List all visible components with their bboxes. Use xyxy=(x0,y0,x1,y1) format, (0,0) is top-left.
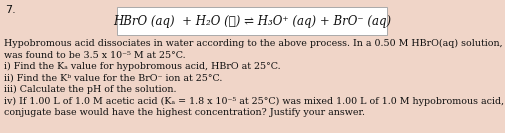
Text: i) Find the Kₐ value for hypobromous acid, HBrO at 25°C.: i) Find the Kₐ value for hypobromous aci… xyxy=(4,62,280,71)
Text: iii) Calculate the pH of the solution.: iii) Calculate the pH of the solution. xyxy=(4,85,176,94)
Text: conjugate base would have the highest concentration? Justify your answer.: conjugate base would have the highest co… xyxy=(4,108,364,117)
Text: ii) Find the Kᵇ value for the BrO⁻ ion at 25°C.: ii) Find the Kᵇ value for the BrO⁻ ion a… xyxy=(4,74,222,82)
Text: was found to be 3.5 x 10⁻⁵ M at 25°C.: was found to be 3.5 x 10⁻⁵ M at 25°C. xyxy=(4,51,185,59)
Text: HBrO (aq)  + H₂O (ℓ) ⇌ H₃O⁺ (aq) + BrO⁻ (aq): HBrO (aq) + H₂O (ℓ) ⇌ H₃O⁺ (aq) + BrO⁻ (… xyxy=(113,14,390,28)
Text: iv) If 1.00 L of 1.0 M acetic acid (Kₐ = 1.8 x 10⁻⁵ at 25°C) was mixed 1.00 L of: iv) If 1.00 L of 1.0 M acetic acid (Kₐ =… xyxy=(4,97,505,106)
Text: 7.: 7. xyxy=(5,5,16,15)
Text: Hypobromous acid dissociates in water according to the above process. In a 0.50 : Hypobromous acid dissociates in water ac… xyxy=(4,39,505,48)
FancyBboxPatch shape xyxy=(117,7,386,35)
